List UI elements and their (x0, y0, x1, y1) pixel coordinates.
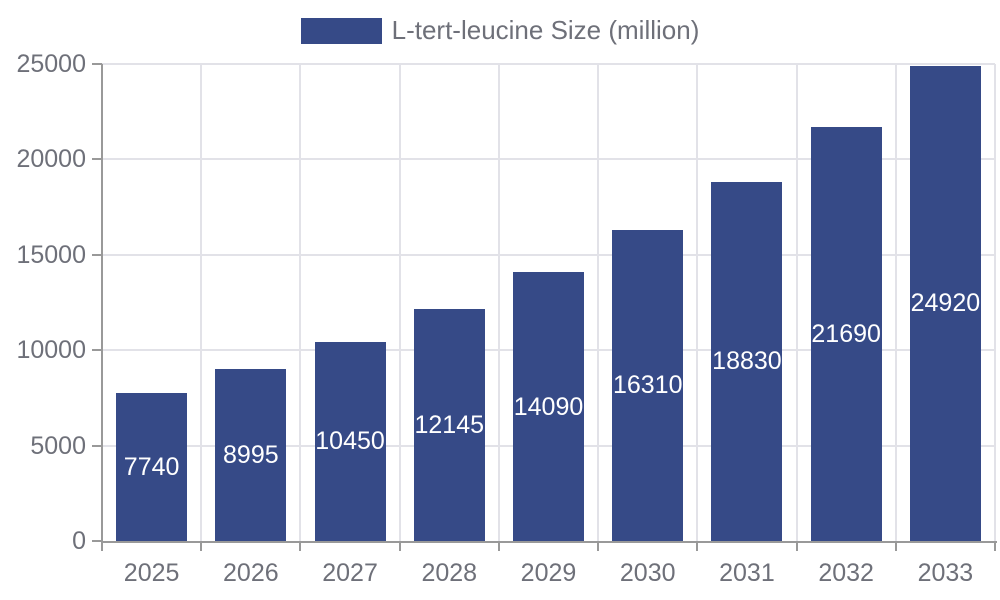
bar[interactable] (810, 127, 882, 541)
x-gridline (795, 64, 798, 541)
y-axis-label: 5000 (30, 431, 86, 460)
x-gridline (398, 64, 401, 541)
bar[interactable] (612, 229, 684, 541)
y-axis-line (101, 64, 103, 543)
x-axis-tick (398, 541, 401, 551)
x-gridline (994, 64, 996, 541)
x-axis-label: 2027 (322, 559, 378, 587)
x-axis-tick (299, 541, 302, 551)
x-axis-tick (894, 541, 897, 551)
bar-value-label: 24920 (910, 289, 981, 318)
x-axis-line (102, 541, 997, 543)
x-gridline (894, 64, 897, 541)
x-axis-label: 2030 (619, 559, 676, 587)
legend-label: L-tert-leucine Size (million) (391, 15, 700, 45)
bar-value-label: 21690 (811, 320, 881, 349)
bar[interactable] (513, 272, 584, 541)
bar-value-label: 16310 (612, 371, 683, 400)
bar[interactable] (215, 369, 287, 541)
y-axis-tick (92, 349, 102, 352)
x-gridline (597, 64, 600, 541)
x-axis-label: 2033 (917, 559, 974, 587)
bar[interactable] (116, 393, 188, 541)
y-axis-label: 20000 (16, 145, 86, 174)
y-gridline (102, 158, 995, 161)
y-axis-tick (92, 253, 102, 256)
legend[interactable]: L-tert-leucine Size (million) (0, 15, 1000, 46)
x-axis-tick (994, 541, 996, 551)
bar-value-label: 8995 (223, 441, 279, 470)
x-axis-label: 2028 (421, 559, 478, 587)
bar-value-label: 7740 (123, 453, 180, 482)
y-axis-tick (92, 540, 102, 542)
x-axis-tick (497, 541, 500, 551)
x-axis-tick (101, 541, 103, 551)
y-axis-label: 10000 (16, 336, 86, 365)
y-axis-label: 0 (72, 527, 86, 555)
y-gridline (102, 253, 995, 256)
x-axis-tick (795, 541, 798, 551)
bar-value-label: 12145 (414, 411, 485, 440)
bar-value-label: 18830 (712, 347, 782, 376)
bar[interactable] (711, 181, 783, 541)
x-axis-label: 2025 (123, 559, 180, 587)
y-axis-tick (92, 63, 102, 65)
x-axis-tick (696, 541, 699, 551)
y-axis-label: 25000 (16, 50, 86, 78)
bar[interactable] (413, 309, 485, 541)
x-axis-tick (200, 541, 203, 551)
bar-value-label: 14090 (513, 392, 584, 421)
x-gridline (200, 64, 203, 541)
y-axis-tick (92, 444, 102, 447)
legend-swatch (300, 17, 382, 44)
y-gridline (102, 63, 995, 65)
x-axis-tick (597, 541, 600, 551)
x-gridline (497, 64, 500, 541)
x-gridline (299, 64, 302, 541)
x-axis-label: 2026 (223, 559, 279, 587)
x-axis-label: 2031 (719, 559, 775, 587)
bar-value-label: 10450 (315, 427, 385, 456)
x-axis-label: 2032 (818, 559, 874, 587)
x-gridline (696, 64, 699, 541)
y-axis-label: 15000 (16, 240, 86, 269)
y-axis-tick (92, 158, 102, 161)
bar[interactable] (314, 341, 386, 541)
x-axis-label: 2029 (520, 559, 577, 587)
bar[interactable] (909, 65, 981, 541)
